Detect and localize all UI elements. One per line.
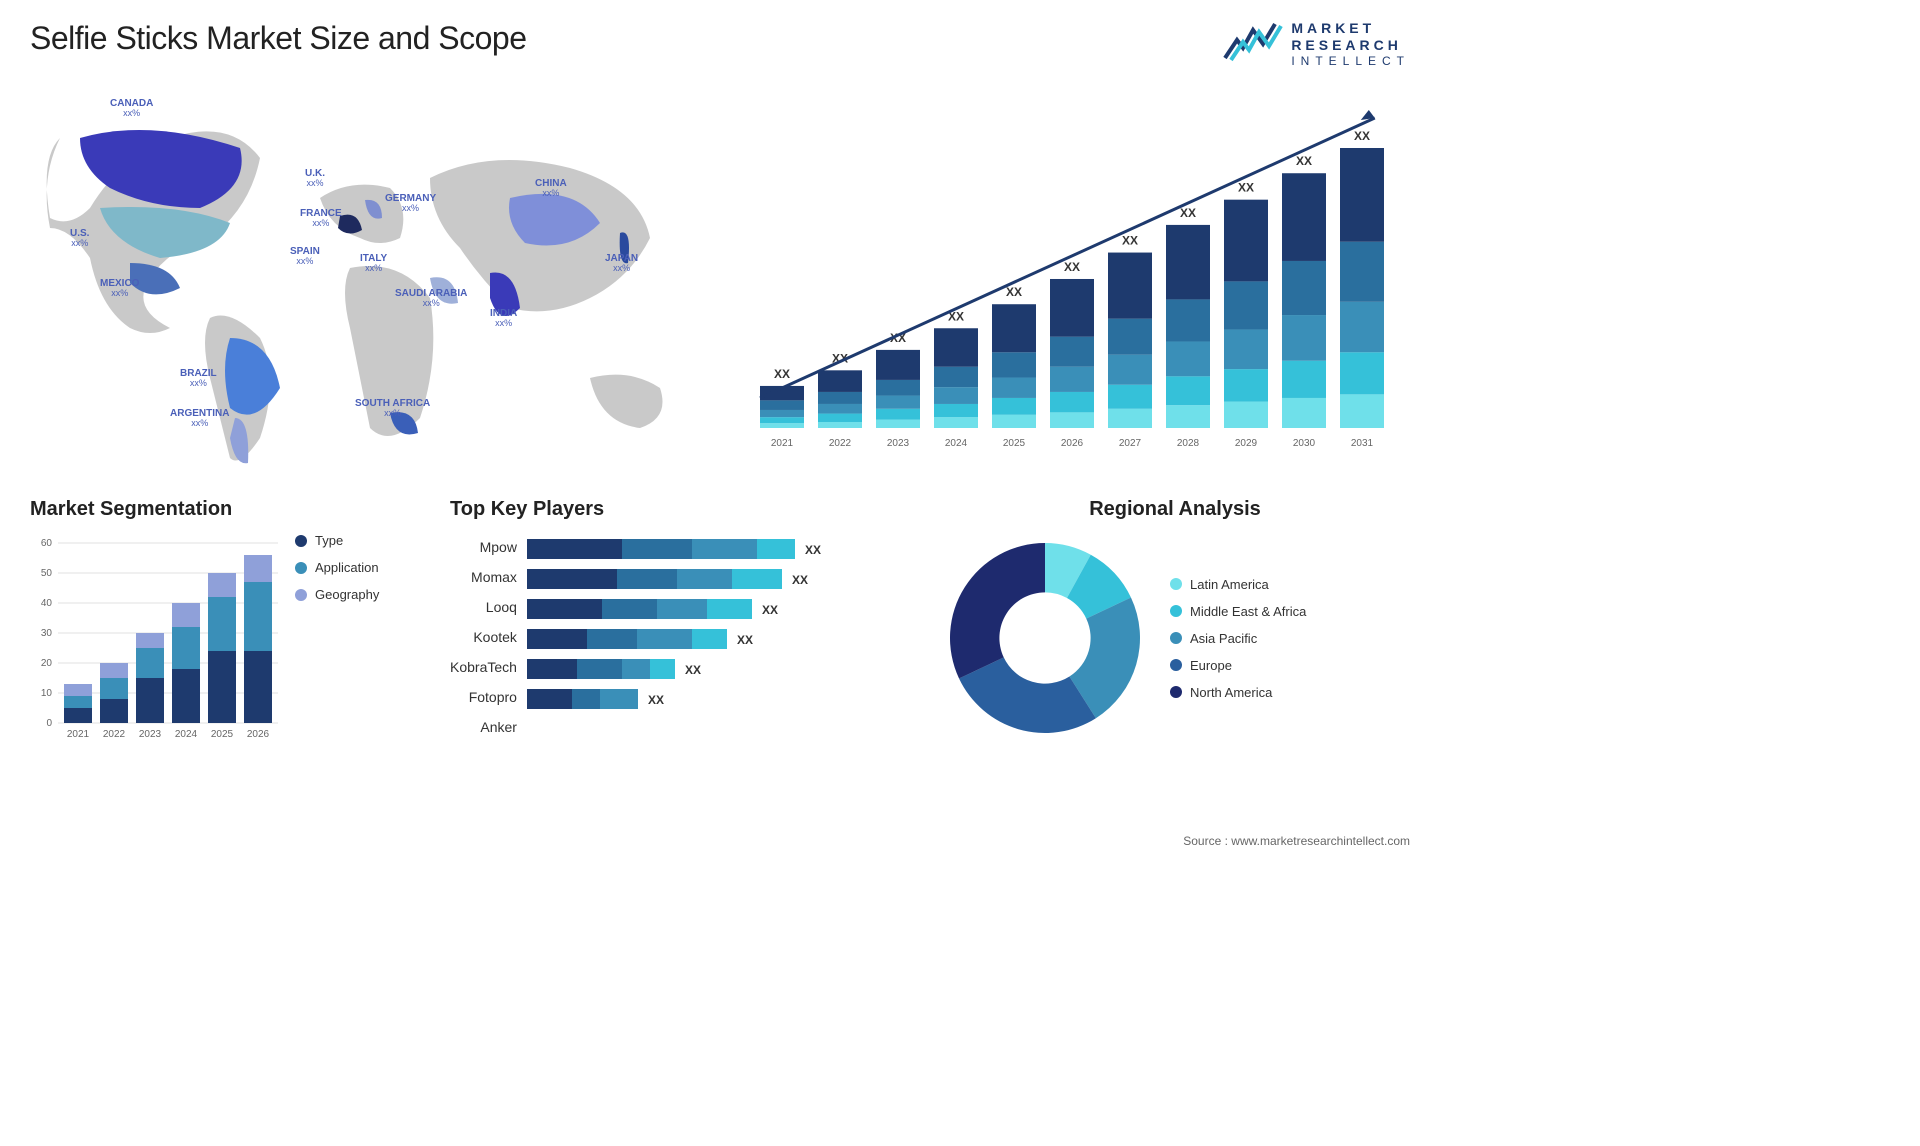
svg-text:2026: 2026 bbox=[247, 729, 270, 740]
svg-text:2028: 2028 bbox=[1177, 438, 1200, 449]
map-label: MEXICOxx% bbox=[100, 278, 139, 299]
svg-text:XX: XX bbox=[805, 543, 821, 557]
legend-item: Europe bbox=[1170, 658, 1306, 673]
map-label: SAUDI ARABIAxx% bbox=[395, 288, 467, 309]
logo-text-1: MARKET bbox=[1291, 20, 1410, 37]
map-label: BRAZILxx% bbox=[180, 368, 217, 389]
svg-text:2023: 2023 bbox=[139, 729, 162, 740]
players-chart: XX XX XX XX XX XX bbox=[527, 533, 857, 733]
svg-text:30: 30 bbox=[41, 628, 53, 639]
world-map: CANADAxx% U.S.xx% MEXICOxx% BRAZILxx% ARGENT… bbox=[30, 78, 710, 478]
player-name: Mpow bbox=[480, 537, 517, 557]
regional-legend: Latin America Middle East & Africa Asia Pa… bbox=[1170, 577, 1306, 700]
source-text: Source : www.marketresearchintellect.com bbox=[1183, 834, 1410, 848]
legend-item: North America bbox=[1170, 685, 1306, 700]
svg-text:60: 60 bbox=[41, 538, 53, 549]
svg-text:2023: 2023 bbox=[887, 438, 910, 449]
map-label: ITALYxx% bbox=[360, 253, 387, 274]
map-label: GERMANYxx% bbox=[385, 193, 436, 214]
legend-item: Application bbox=[295, 560, 379, 575]
legend-item: Geography bbox=[295, 587, 379, 602]
players-title: Top Key Players bbox=[450, 498, 920, 521]
player-name: Fotopro bbox=[469, 687, 517, 707]
map-label: U.K.xx% bbox=[305, 168, 325, 189]
page-title: Selfie Sticks Market Size and Scope bbox=[30, 20, 527, 57]
svg-text:XX: XX bbox=[648, 693, 664, 707]
svg-text:2025: 2025 bbox=[211, 729, 234, 740]
forecast-bar-chart: XX 2021 XX 2022 XX 2023 XX 2024 XX 2025 XX 2026 XX 20… bbox=[740, 88, 1410, 468]
svg-text:XX: XX bbox=[1296, 154, 1312, 168]
map-label: INDIAxx% bbox=[490, 308, 517, 329]
map-label: FRANCExx% bbox=[300, 208, 342, 229]
legend-item: Latin America bbox=[1170, 577, 1306, 592]
svg-text:XX: XX bbox=[1064, 260, 1080, 274]
svg-text:2024: 2024 bbox=[945, 438, 968, 449]
map-label: JAPANxx% bbox=[605, 253, 638, 274]
svg-text:2021: 2021 bbox=[771, 438, 794, 449]
brand-logo: MARKET RESEARCH INTELLECT bbox=[1223, 20, 1410, 68]
logo-text-3: INTELLECT bbox=[1291, 54, 1410, 68]
svg-text:XX: XX bbox=[792, 573, 808, 587]
svg-text:50: 50 bbox=[41, 568, 53, 579]
svg-text:2029: 2029 bbox=[1235, 438, 1258, 449]
svg-text:XX: XX bbox=[685, 663, 701, 677]
map-label: CHINAxx% bbox=[535, 178, 567, 199]
svg-text:10: 10 bbox=[41, 688, 53, 699]
svg-text:2027: 2027 bbox=[1119, 438, 1142, 449]
segmentation-legend: Type Application Geography bbox=[295, 533, 379, 743]
map-label: ARGENTINAxx% bbox=[170, 408, 229, 429]
svg-text:XX: XX bbox=[1354, 129, 1370, 143]
svg-text:2030: 2030 bbox=[1293, 438, 1316, 449]
map-label: SOUTH AFRICAxx% bbox=[355, 398, 430, 419]
players-names: Mpow Momax Looq Kootek KobraTech Fotopro Anker bbox=[450, 533, 517, 737]
svg-text:XX: XX bbox=[774, 367, 790, 381]
svg-text:2022: 2022 bbox=[103, 729, 126, 740]
svg-text:2024: 2024 bbox=[175, 729, 198, 740]
regional-title: Regional Analysis bbox=[940, 498, 1410, 521]
logo-icon bbox=[1223, 20, 1283, 68]
map-label: U.S.xx% bbox=[70, 228, 89, 249]
svg-text:2031: 2031 bbox=[1351, 438, 1374, 449]
logo-text-2: RESEARCH bbox=[1291, 37, 1410, 54]
svg-text:XX: XX bbox=[1238, 181, 1254, 195]
svg-text:2026: 2026 bbox=[1061, 438, 1084, 449]
svg-text:2022: 2022 bbox=[829, 438, 852, 449]
player-name: KobraTech bbox=[450, 657, 517, 677]
svg-text:40: 40 bbox=[41, 598, 53, 609]
legend-item: Type bbox=[295, 533, 379, 548]
map-label: SPAINxx% bbox=[290, 246, 320, 267]
svg-text:2025: 2025 bbox=[1003, 438, 1026, 449]
svg-text:XX: XX bbox=[737, 633, 753, 647]
svg-text:XX: XX bbox=[1180, 206, 1196, 220]
svg-text:XX: XX bbox=[762, 603, 778, 617]
svg-text:XX: XX bbox=[1122, 234, 1138, 248]
player-name: Anker bbox=[480, 717, 517, 737]
svg-text:2021: 2021 bbox=[67, 729, 90, 740]
legend-item: Middle East & Africa bbox=[1170, 604, 1306, 619]
segmentation-title: Market Segmentation bbox=[30, 498, 430, 521]
map-label: CANADAxx% bbox=[110, 98, 153, 119]
player-name: Kootek bbox=[473, 627, 517, 647]
svg-text:20: 20 bbox=[41, 658, 53, 669]
legend-item: Asia Pacific bbox=[1170, 631, 1306, 646]
svg-text:XX: XX bbox=[1006, 285, 1022, 299]
player-name: Momax bbox=[471, 567, 517, 587]
regional-donut bbox=[940, 533, 1150, 743]
player-name: Looq bbox=[486, 597, 517, 617]
svg-text:0: 0 bbox=[46, 718, 52, 729]
segmentation-chart: 0 10 20 30 40 50 60 2021 2022 2023 2024 2025 2026 bbox=[30, 533, 280, 743]
